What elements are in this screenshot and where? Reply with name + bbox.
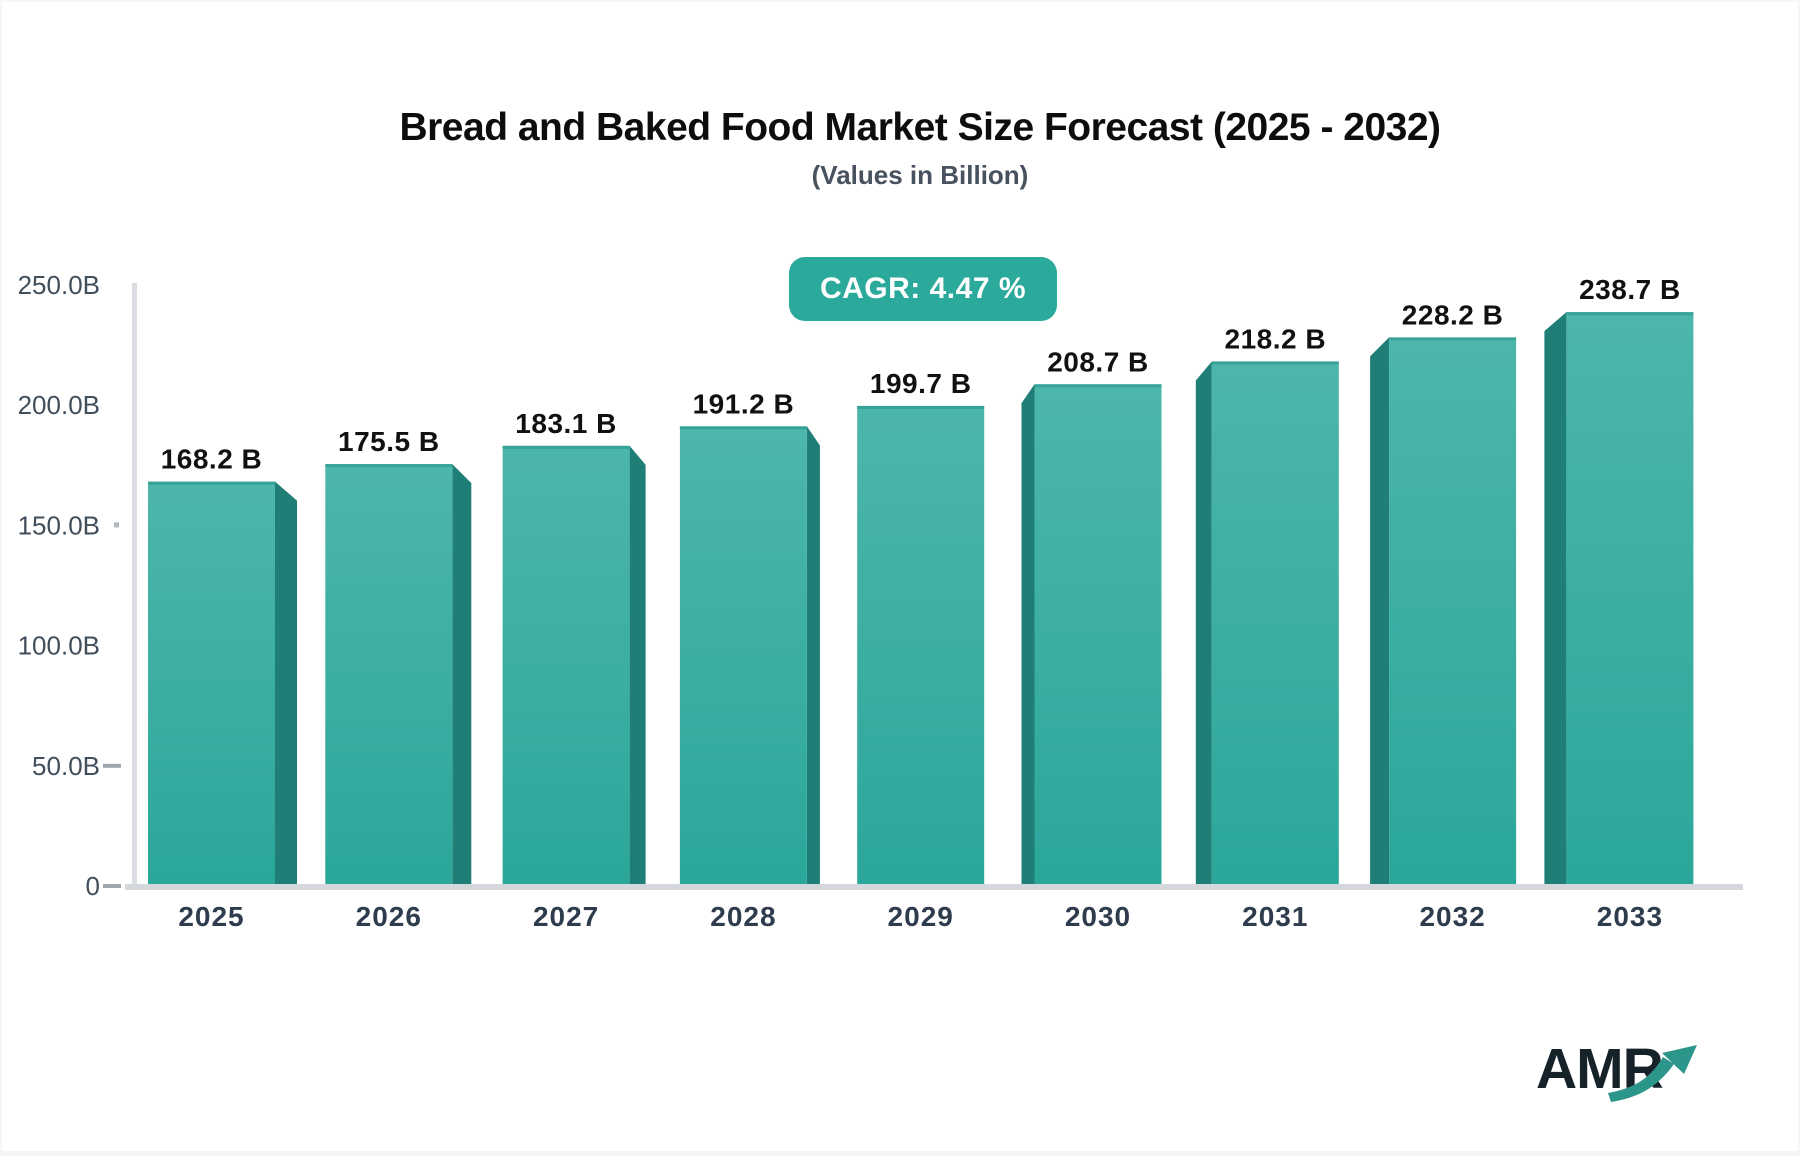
x-axis-label: 2033 xyxy=(1597,901,1663,932)
x-axis-label: 2030 xyxy=(1065,901,1131,932)
chart-title: Bread and Baked Food Market Size Forecas… xyxy=(399,106,1441,149)
bar-top-edge xyxy=(857,405,985,409)
bar-value-label: 183.1 B xyxy=(515,408,617,439)
bar-value-label: 218.2 B xyxy=(1225,323,1327,354)
y-axis-label: 50.0B xyxy=(32,751,100,781)
cagr-badge-label: CAGR: 4.47 % xyxy=(819,272,1027,305)
bar-2032 xyxy=(1389,337,1517,884)
bar-top-edge xyxy=(148,481,275,485)
bar-value-label: 175.5 B xyxy=(338,426,440,457)
bar-top-edge xyxy=(1566,312,1694,316)
bar-side-panel xyxy=(452,464,472,884)
bar-top-edge xyxy=(1211,361,1339,365)
y-axis-tick xyxy=(103,884,121,888)
x-axis-label: 2031 xyxy=(1242,901,1308,932)
cagr-badge: CAGR: 4.47 % xyxy=(789,257,1057,321)
bar-side-panel xyxy=(1021,384,1035,884)
bar-top-edge xyxy=(502,445,630,449)
x-axis-label: 2027 xyxy=(533,901,599,932)
growth-arrow-head xyxy=(1662,1045,1697,1074)
y-axis-label: 200.0B xyxy=(18,390,100,420)
y-axis-tick xyxy=(103,763,121,768)
bar-side-panel xyxy=(629,445,646,884)
x-axis-label: 2028 xyxy=(710,901,776,932)
x-axis-line xyxy=(125,884,1743,890)
y-axis-tick xyxy=(114,522,119,528)
bar-value-label: 208.7 B xyxy=(1047,346,1149,377)
x-axis-label: 2032 xyxy=(1419,901,1485,932)
bar-2026 xyxy=(325,464,453,884)
bar-value-label: 199.7 B xyxy=(870,368,972,399)
y-axis-label: 100.0B xyxy=(18,631,100,661)
bar-value-label: 228.2 B xyxy=(1402,299,1504,330)
y-axis-line xyxy=(132,283,137,886)
bar-2030 xyxy=(1034,384,1162,884)
bar-2025 xyxy=(148,481,275,884)
x-axis-label: 2029 xyxy=(888,901,954,932)
bar-top-edge xyxy=(679,426,807,430)
y-axis-label: 250.0B xyxy=(18,270,100,300)
x-axis-label: 2026 xyxy=(356,901,422,932)
bar-2027 xyxy=(502,445,630,884)
y-axis-label: 0 xyxy=(86,871,100,901)
x-axis-label: 2025 xyxy=(178,901,244,932)
bar-side-panel xyxy=(275,481,297,884)
bar-side-panel xyxy=(806,426,820,884)
bar-side-panel xyxy=(1544,312,1567,885)
bar-2031 xyxy=(1211,361,1339,884)
bar-side-panel xyxy=(1370,337,1390,884)
growth-arrow-icon xyxy=(1608,1045,1697,1102)
amr-logo: AMR xyxy=(1536,1036,1746,1126)
growth-arrow-tail xyxy=(1608,1057,1674,1102)
bar-top-edge xyxy=(1034,384,1162,388)
bar-value-label: 191.2 B xyxy=(693,388,795,419)
bar-value-label: 238.7 B xyxy=(1579,274,1681,305)
bar-2033 xyxy=(1566,312,1694,885)
bar-2028 xyxy=(679,426,807,884)
bar-top-edge xyxy=(1389,337,1517,341)
bar-2029 xyxy=(857,405,985,884)
bar-value-label: 168.2 B xyxy=(161,444,263,475)
y-axis-label: 150.0B xyxy=(18,510,100,540)
bottom-edge-strip xyxy=(0,1151,1800,1156)
bar-top-edge xyxy=(325,464,453,468)
chart-subtitle: (Values in Billion) xyxy=(811,160,1029,190)
bar-side-panel xyxy=(1195,361,1212,884)
